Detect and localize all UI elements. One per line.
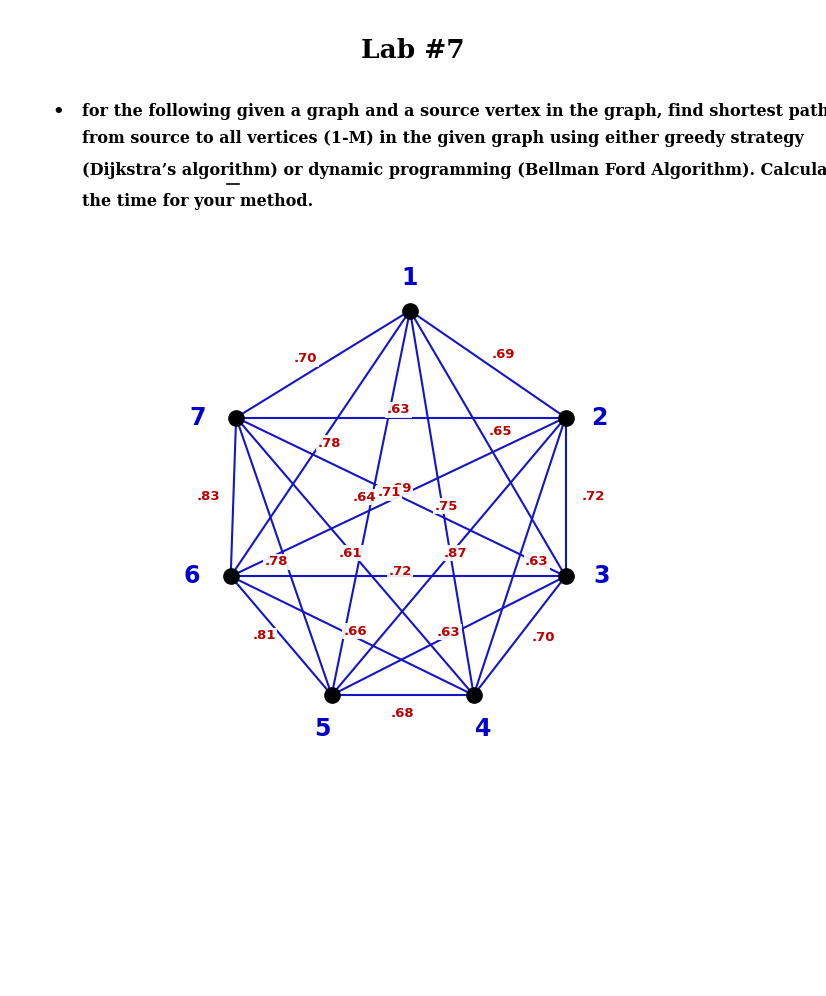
Text: .72: .72 — [388, 566, 412, 579]
Text: .64: .64 — [353, 491, 376, 504]
Text: from source to all vertices (1-M) in the given graph using either greedy strateg: from source to all vertices (1-M) in the… — [82, 130, 804, 147]
Text: Lab #7: Lab #7 — [361, 38, 465, 63]
Text: for the following given a graph and a source vertex in the graph, find shortest : for the following given a graph and a so… — [82, 103, 826, 120]
Text: .63: .63 — [387, 403, 411, 416]
Text: .75: .75 — [434, 500, 458, 513]
Text: 7: 7 — [189, 405, 206, 429]
Text: .66: .66 — [344, 624, 368, 637]
Text: .78: .78 — [264, 555, 288, 568]
Text: 5: 5 — [314, 716, 330, 741]
Text: .87: .87 — [444, 547, 467, 560]
Text: the time for your method.: the time for your method. — [82, 193, 313, 210]
Text: .61: .61 — [339, 547, 363, 560]
Text: 2: 2 — [591, 405, 607, 429]
Text: 4: 4 — [475, 716, 491, 741]
Text: .63: .63 — [525, 555, 548, 568]
Text: .69: .69 — [491, 348, 515, 361]
Text: (Dijkstra’s algorithm) or dynamic programming (Bellman Ford Algorithm). Calculat: (Dijkstra’s algorithm) or dynamic progra… — [82, 162, 826, 179]
Text: .65: .65 — [489, 425, 512, 438]
Text: .63: .63 — [437, 625, 460, 639]
Text: .83: .83 — [197, 490, 221, 503]
Text: 3: 3 — [593, 565, 610, 589]
Text: .81: .81 — [252, 629, 276, 642]
Text: 6: 6 — [183, 565, 200, 589]
Text: .70: .70 — [532, 631, 555, 644]
Text: •: • — [52, 103, 64, 121]
Text: .70: .70 — [294, 353, 317, 366]
Text: .72: .72 — [582, 490, 605, 503]
Text: 1: 1 — [401, 266, 418, 290]
Text: .71: .71 — [377, 486, 401, 499]
Text: .68: .68 — [391, 707, 415, 720]
Text: .78: .78 — [317, 437, 341, 450]
Text: .69: .69 — [388, 482, 412, 495]
